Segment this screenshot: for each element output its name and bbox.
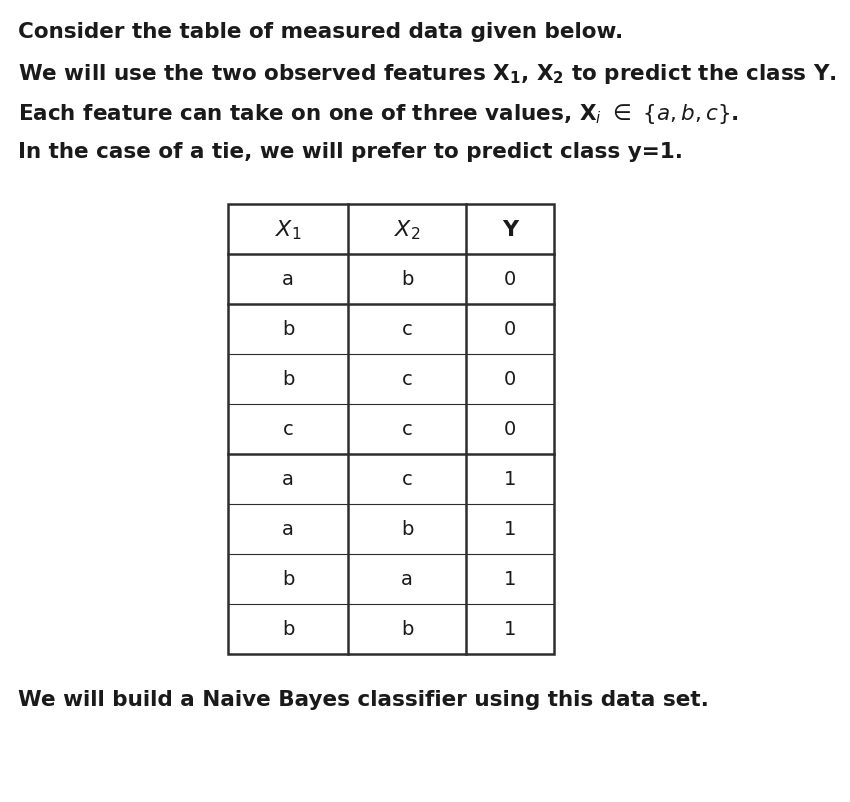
Text: a: a <box>401 569 413 589</box>
Text: b: b <box>401 270 413 290</box>
Text: Each feature can take on one of three values, $\mathit{\mathbf{X}}_i$ $\in$ $\{a: Each feature can take on one of three va… <box>18 102 739 126</box>
Text: c: c <box>401 320 412 339</box>
Text: 0: 0 <box>504 320 516 339</box>
Text: c: c <box>401 370 412 389</box>
Text: c: c <box>401 470 412 489</box>
Text: a: a <box>282 520 294 539</box>
Text: b: b <box>401 620 413 638</box>
Text: 1: 1 <box>504 470 516 489</box>
Text: Y: Y <box>502 220 518 240</box>
Text: 1: 1 <box>504 520 516 539</box>
Text: We will build a Naive Bayes classifier using this data set.: We will build a Naive Bayes classifier u… <box>18 689 709 709</box>
Text: 0: 0 <box>504 420 516 439</box>
Text: $X_1$: $X_1$ <box>275 218 301 241</box>
Text: 0: 0 <box>504 370 516 389</box>
Text: 1: 1 <box>504 569 516 589</box>
Text: b: b <box>282 370 294 389</box>
Bar <box>228 205 554 654</box>
Text: c: c <box>282 420 293 439</box>
Text: 1: 1 <box>504 620 516 638</box>
Text: b: b <box>282 569 294 589</box>
Text: b: b <box>401 520 413 539</box>
Text: We will use the two observed features $\mathbf{X_1}$, $\mathbf{X_2}$ to predict : We will use the two observed features $\… <box>18 62 836 86</box>
Text: Consider the table of measured data given below.: Consider the table of measured data give… <box>18 22 623 42</box>
Text: a: a <box>282 470 294 489</box>
Text: c: c <box>401 420 412 439</box>
Text: b: b <box>282 320 294 339</box>
Text: In the case of a tie, we will prefer to predict class y=1.: In the case of a tie, we will prefer to … <box>18 142 683 162</box>
Text: b: b <box>282 620 294 638</box>
Text: $X_2$: $X_2$ <box>394 218 420 241</box>
Text: a: a <box>282 270 294 290</box>
Text: 0: 0 <box>504 270 516 290</box>
